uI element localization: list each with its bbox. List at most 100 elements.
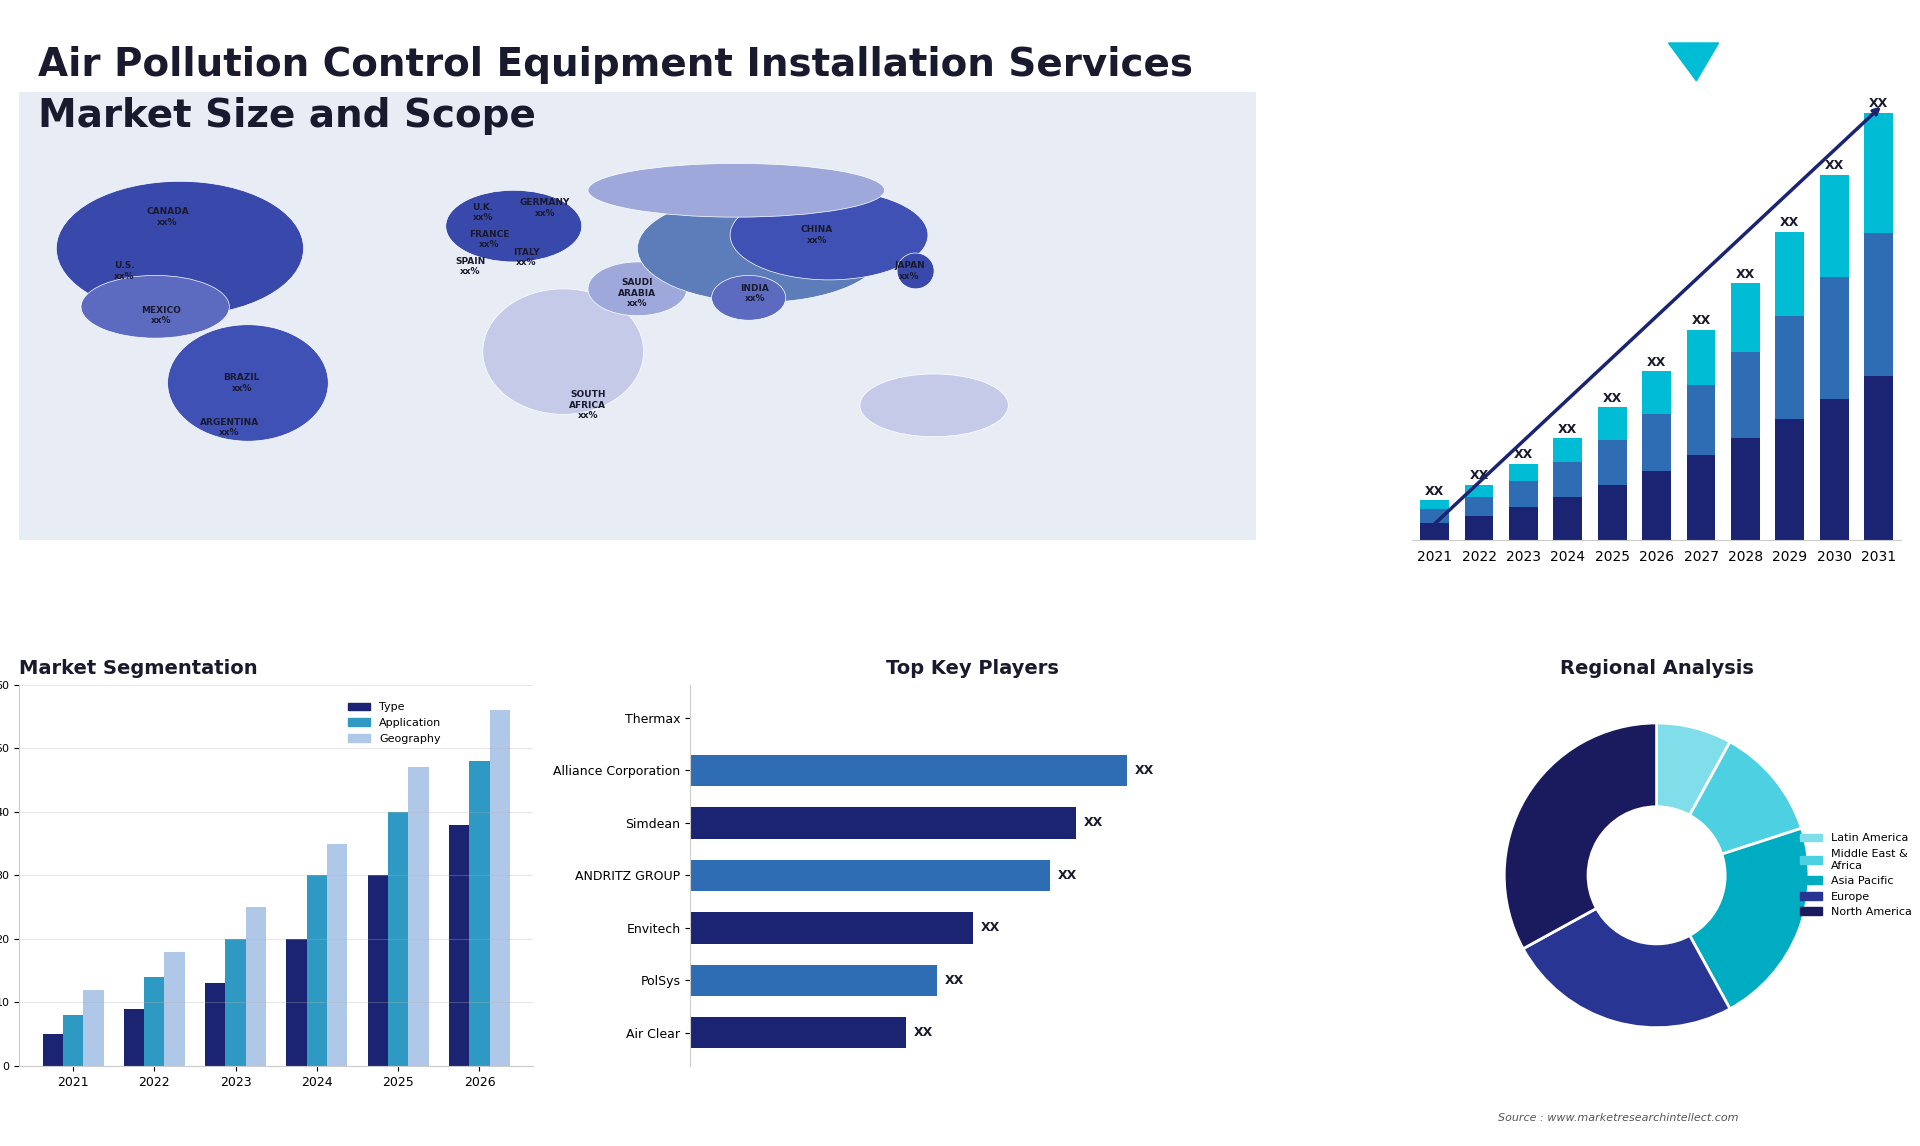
- Text: XX: XX: [1692, 314, 1711, 328]
- Ellipse shape: [167, 324, 328, 441]
- Bar: [689, 965, 937, 996]
- Bar: [468, 761, 490, 1066]
- Bar: [1597, 440, 1626, 485]
- Text: U.K.
xx%: U.K. xx%: [472, 203, 493, 222]
- Text: INDIA
xx%: INDIA xx%: [741, 283, 770, 303]
- Text: XX: XX: [1603, 392, 1622, 405]
- Bar: [83, 990, 104, 1066]
- Bar: [1553, 462, 1582, 496]
- Text: XX: XX: [1469, 469, 1488, 482]
- Bar: [1776, 231, 1805, 316]
- Text: MARKET: MARKET: [1730, 42, 1788, 56]
- Ellipse shape: [712, 275, 785, 320]
- Bar: [1465, 496, 1494, 516]
- Text: CHINA
xx%: CHINA xx%: [801, 226, 833, 245]
- Text: RESEARCH: RESEARCH: [1730, 65, 1805, 78]
- Bar: [689, 807, 1075, 839]
- Text: BRAZIL
xx%: BRAZIL xx%: [223, 374, 259, 393]
- Text: JAPAN
xx%: JAPAN xx%: [895, 261, 925, 281]
- Bar: [1509, 481, 1538, 507]
- Bar: [409, 768, 428, 1066]
- Bar: [1776, 419, 1805, 540]
- Bar: [369, 876, 388, 1066]
- Wedge shape: [1523, 909, 1730, 1028]
- Bar: [326, 843, 348, 1066]
- Text: XX: XX: [1780, 217, 1799, 229]
- Text: Market Segmentation: Market Segmentation: [19, 659, 257, 677]
- Bar: [1686, 330, 1715, 385]
- Bar: [1820, 175, 1849, 276]
- Text: SAUDI
ARABIA
xx%: SAUDI ARABIA xx%: [618, 278, 657, 308]
- Bar: [307, 876, 326, 1066]
- Text: XX: XX: [1559, 423, 1578, 435]
- Bar: [63, 1015, 83, 1066]
- Bar: [1642, 371, 1670, 414]
- Wedge shape: [1690, 741, 1801, 854]
- Text: CANADA
xx%: CANADA xx%: [146, 207, 188, 227]
- Bar: [286, 939, 307, 1066]
- Text: XX: XX: [1824, 159, 1843, 172]
- Bar: [1864, 113, 1893, 234]
- Bar: [388, 811, 409, 1066]
- Ellipse shape: [730, 190, 927, 280]
- Ellipse shape: [445, 190, 582, 262]
- Bar: [1864, 376, 1893, 540]
- Bar: [1421, 509, 1450, 523]
- Text: XX: XX: [1647, 355, 1667, 369]
- Text: INTELLECT: INTELLECT: [1730, 88, 1805, 101]
- Bar: [1820, 399, 1849, 540]
- Bar: [1864, 234, 1893, 376]
- Bar: [1509, 464, 1538, 481]
- Text: XX: XX: [914, 1026, 933, 1039]
- Bar: [1732, 352, 1761, 438]
- Bar: [144, 976, 165, 1066]
- Bar: [1597, 485, 1626, 540]
- Text: Market Size and Scope: Market Size and Scope: [38, 97, 536, 135]
- Bar: [1642, 471, 1670, 540]
- Bar: [1465, 485, 1494, 496]
- Ellipse shape: [482, 289, 643, 415]
- Text: Air Pollution Control Equipment Installation Services: Air Pollution Control Equipment Installa…: [38, 46, 1194, 84]
- Ellipse shape: [897, 253, 935, 289]
- Wedge shape: [1690, 829, 1809, 1008]
- Bar: [689, 860, 1050, 892]
- Title: Top Key Players: Top Key Players: [887, 659, 1060, 677]
- Title: Regional Analysis: Regional Analysis: [1559, 659, 1753, 677]
- Ellipse shape: [588, 164, 885, 217]
- Text: Source : www.marketresearchintellect.com: Source : www.marketresearchintellect.com: [1498, 1113, 1738, 1123]
- Bar: [1421, 500, 1450, 509]
- Ellipse shape: [588, 262, 687, 316]
- Bar: [490, 711, 511, 1066]
- Bar: [1776, 316, 1805, 419]
- Bar: [1642, 414, 1670, 471]
- Legend: Type, Application, Geography: Type, Application, Geography: [344, 698, 445, 748]
- Text: ARGENTINA
xx%: ARGENTINA xx%: [200, 418, 259, 438]
- Bar: [225, 939, 246, 1066]
- Wedge shape: [1503, 723, 1657, 949]
- Ellipse shape: [56, 181, 303, 316]
- Text: U.S.
xx%: U.S. xx%: [113, 261, 134, 281]
- Text: XX: XX: [1513, 448, 1532, 462]
- Text: XX: XX: [1083, 816, 1102, 830]
- Text: XX: XX: [1736, 268, 1755, 281]
- Bar: [246, 908, 267, 1066]
- Text: FRANCE
xx%: FRANCE xx%: [468, 230, 509, 250]
- Ellipse shape: [860, 374, 1008, 437]
- Text: XX: XX: [945, 974, 964, 987]
- Text: XX: XX: [981, 921, 1000, 934]
- Bar: [1597, 407, 1626, 440]
- Text: SOUTH
AFRICA
xx%: SOUTH AFRICA xx%: [570, 391, 607, 421]
- Ellipse shape: [637, 195, 885, 303]
- Bar: [1509, 507, 1538, 540]
- Legend: Latin America, Middle East &
Africa, Asia Pacific, Europe, North America: Latin America, Middle East & Africa, Asi…: [1795, 829, 1916, 921]
- Bar: [1421, 523, 1450, 540]
- Text: XX: XX: [1058, 869, 1077, 881]
- Bar: [1553, 496, 1582, 540]
- Bar: [205, 983, 225, 1066]
- Bar: [689, 912, 973, 943]
- Text: XX: XX: [1135, 764, 1154, 777]
- Bar: [689, 755, 1127, 786]
- Text: XX: XX: [1868, 97, 1887, 110]
- Wedge shape: [1657, 723, 1730, 815]
- Bar: [1732, 438, 1761, 540]
